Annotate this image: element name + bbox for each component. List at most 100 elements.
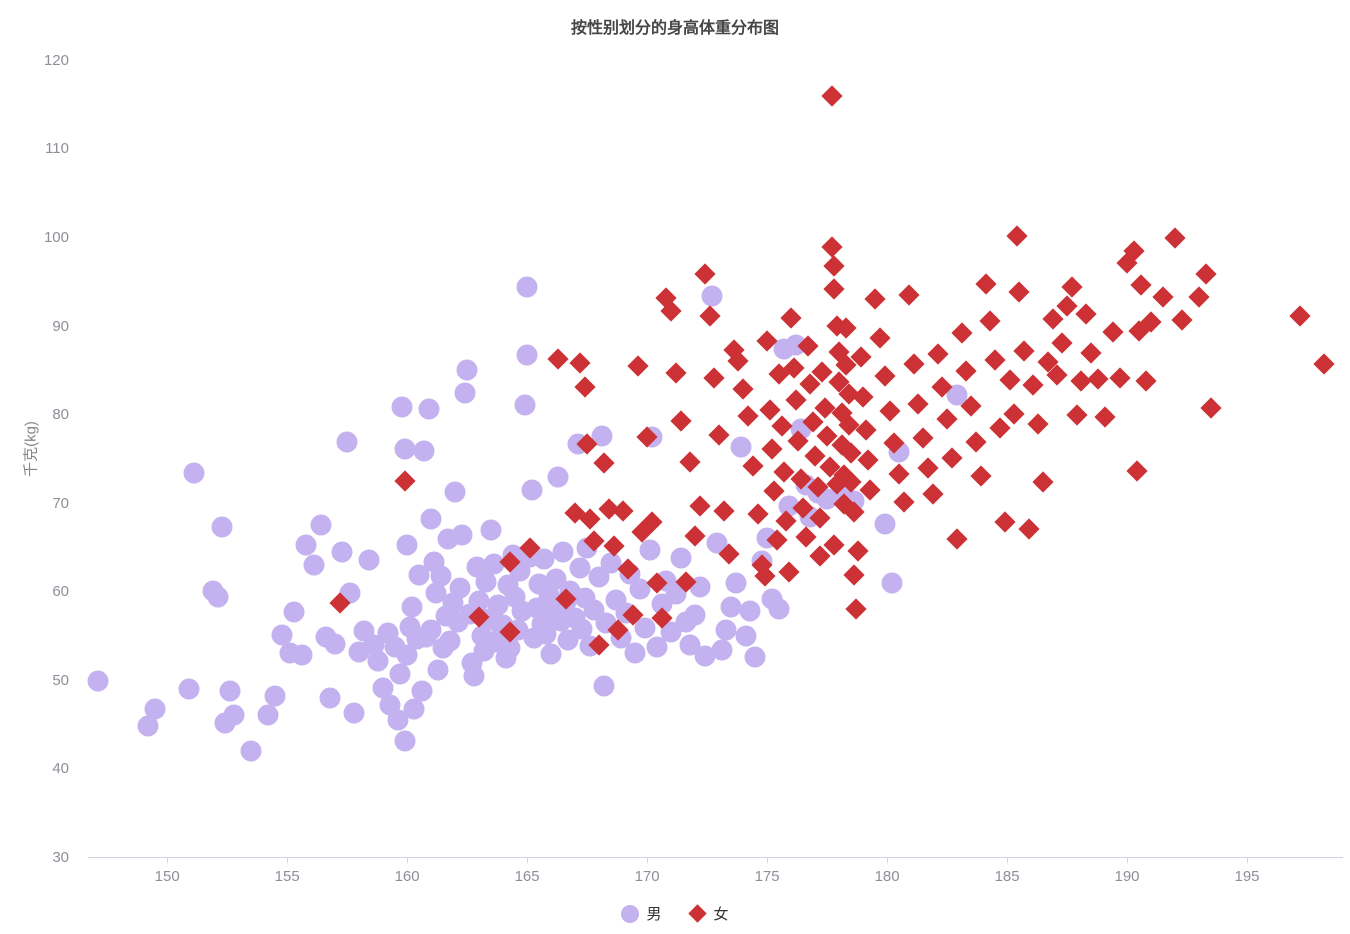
scatter-point-女[interactable] xyxy=(742,454,764,477)
scatter-point-女[interactable] xyxy=(1171,308,1193,331)
legend-item-female[interactable]: 女 xyxy=(687,903,729,924)
scatter-point-男[interactable] xyxy=(207,586,229,608)
scatter-point-女[interactable] xyxy=(878,400,901,422)
scatter-point-女[interactable] xyxy=(998,369,1021,391)
scatter-point-男[interactable] xyxy=(715,619,737,640)
scatter-point-男[interactable] xyxy=(571,618,593,640)
scatter-point-女[interactable] xyxy=(917,457,939,479)
scatter-point-男[interactable] xyxy=(310,514,332,536)
scatter-point-女[interactable] xyxy=(965,431,987,453)
scatter-point-男[interactable] xyxy=(701,285,723,307)
scatter-point-女[interactable] xyxy=(874,365,896,387)
scatter-point-男[interactable] xyxy=(367,650,389,671)
scatter-point-女[interactable] xyxy=(698,305,721,327)
scatter-point-男[interactable] xyxy=(144,698,166,720)
scatter-point-女[interactable] xyxy=(946,528,968,550)
scatter-point-男[interactable] xyxy=(336,431,358,453)
scatter-point-男[interactable] xyxy=(137,715,159,737)
scatter-point-女[interactable] xyxy=(907,392,929,415)
scatter-point-女[interactable] xyxy=(1125,460,1148,482)
scatter-point-女[interactable] xyxy=(912,427,934,449)
scatter-point-女[interactable] xyxy=(1003,403,1025,425)
scatter-point-女[interactable] xyxy=(684,524,706,547)
scatter-point-女[interactable] xyxy=(758,399,781,421)
scatter-point-男[interactable] xyxy=(874,513,896,535)
scatter-point-女[interactable] xyxy=(864,288,886,310)
scatter-point-女[interactable] xyxy=(922,483,944,505)
scatter-point-男[interactable] xyxy=(624,642,646,663)
scatter-point-男[interactable] xyxy=(427,659,449,681)
scatter-point-女[interactable] xyxy=(612,500,634,522)
scatter-point-女[interactable] xyxy=(746,502,769,525)
scatter-point-男[interactable] xyxy=(946,384,968,406)
scatter-point-女[interactable] xyxy=(1188,286,1210,308)
scatter-point-男[interactable] xyxy=(720,596,742,618)
scatter-point-女[interactable] xyxy=(1164,227,1186,249)
scatter-point-男[interactable] xyxy=(521,479,543,501)
scatter-point-女[interactable] xyxy=(1051,331,1073,354)
scatter-point-男[interactable] xyxy=(418,398,440,420)
scatter-point-男[interactable] xyxy=(240,740,262,762)
scatter-point-女[interactable] xyxy=(1065,404,1088,426)
scatter-point-男[interactable] xyxy=(401,596,423,617)
scatter-point-男[interactable] xyxy=(468,590,490,612)
scatter-point-女[interactable] xyxy=(926,343,949,365)
scatter-point-男[interactable] xyxy=(516,344,538,366)
scatter-point-男[interactable] xyxy=(430,565,452,586)
scatter-point-男[interactable] xyxy=(744,646,766,668)
scatter-point-女[interactable] xyxy=(970,465,992,487)
scatter-point-女[interactable] xyxy=(689,495,711,517)
scatter-point-男[interactable] xyxy=(456,359,478,381)
scatter-point-女[interactable] xyxy=(1152,285,1174,308)
scatter-point-男[interactable] xyxy=(411,680,432,702)
scatter-point-女[interactable] xyxy=(547,348,569,370)
scatter-point-男[interactable] xyxy=(593,675,615,697)
scatter-point-男[interactable] xyxy=(439,630,461,652)
scatter-point-男[interactable] xyxy=(223,704,245,726)
scatter-point-女[interactable] xyxy=(794,526,817,548)
scatter-point-女[interactable] xyxy=(732,377,754,400)
scatter-point-男[interactable] xyxy=(343,702,365,724)
scatter-point-女[interactable] xyxy=(1013,339,1035,362)
scatter-point-男[interactable] xyxy=(514,394,536,415)
scatter-point-女[interactable] xyxy=(1200,397,1222,419)
scatter-point-女[interactable] xyxy=(994,511,1016,533)
scatter-point-男[interactable] xyxy=(538,584,560,606)
scatter-point-男[interactable] xyxy=(730,436,752,458)
scatter-point-男[interactable] xyxy=(444,481,466,503)
scatter-point-女[interactable] xyxy=(1094,406,1116,428)
scatter-point-男[interactable] xyxy=(487,594,509,616)
scatter-point-女[interactable] xyxy=(984,349,1006,371)
scatter-point-女[interactable] xyxy=(1080,342,1102,364)
scatter-point-男[interactable] xyxy=(358,549,380,571)
scatter-point-男[interactable] xyxy=(881,572,903,594)
scatter-point-男[interactable] xyxy=(394,730,416,752)
scatter-point-男[interactable] xyxy=(694,645,716,667)
scatter-point-男[interactable] xyxy=(569,557,591,579)
scatter-point-男[interactable] xyxy=(535,623,557,645)
scatter-point-女[interactable] xyxy=(780,307,802,329)
scatter-point-男[interactable] xyxy=(87,670,109,692)
scatter-point-男[interactable] xyxy=(646,636,668,658)
scatter-point-男[interactable] xyxy=(331,541,353,562)
scatter-point-女[interactable] xyxy=(1006,225,1028,247)
scatter-point-女[interactable] xyxy=(1313,353,1335,375)
scatter-point-女[interactable] xyxy=(665,361,687,384)
scatter-point-女[interactable] xyxy=(1041,307,1064,330)
scatter-point-女[interactable] xyxy=(394,470,416,492)
legend-item-male[interactable]: 男 xyxy=(621,903,662,924)
scatter-point-女[interactable] xyxy=(1022,374,1044,396)
scatter-point-女[interactable] xyxy=(821,236,843,258)
scatter-point-男[interactable] xyxy=(420,508,442,530)
scatter-point-女[interactable] xyxy=(936,408,958,430)
scatter-point-男[interactable] xyxy=(516,276,538,298)
scatter-point-男[interactable] xyxy=(483,553,504,575)
scatter-point-女[interactable] xyxy=(770,415,793,437)
scatter-point-女[interactable] xyxy=(847,540,869,562)
scatter-point-男[interactable] xyxy=(449,577,471,599)
scatter-point-女[interactable] xyxy=(1195,263,1217,285)
scatter-point-男[interactable] xyxy=(706,532,728,554)
scatter-point-男[interactable] xyxy=(396,534,418,556)
scatter-point-女[interactable] xyxy=(974,273,997,295)
scatter-point-男[interactable] xyxy=(711,639,732,661)
